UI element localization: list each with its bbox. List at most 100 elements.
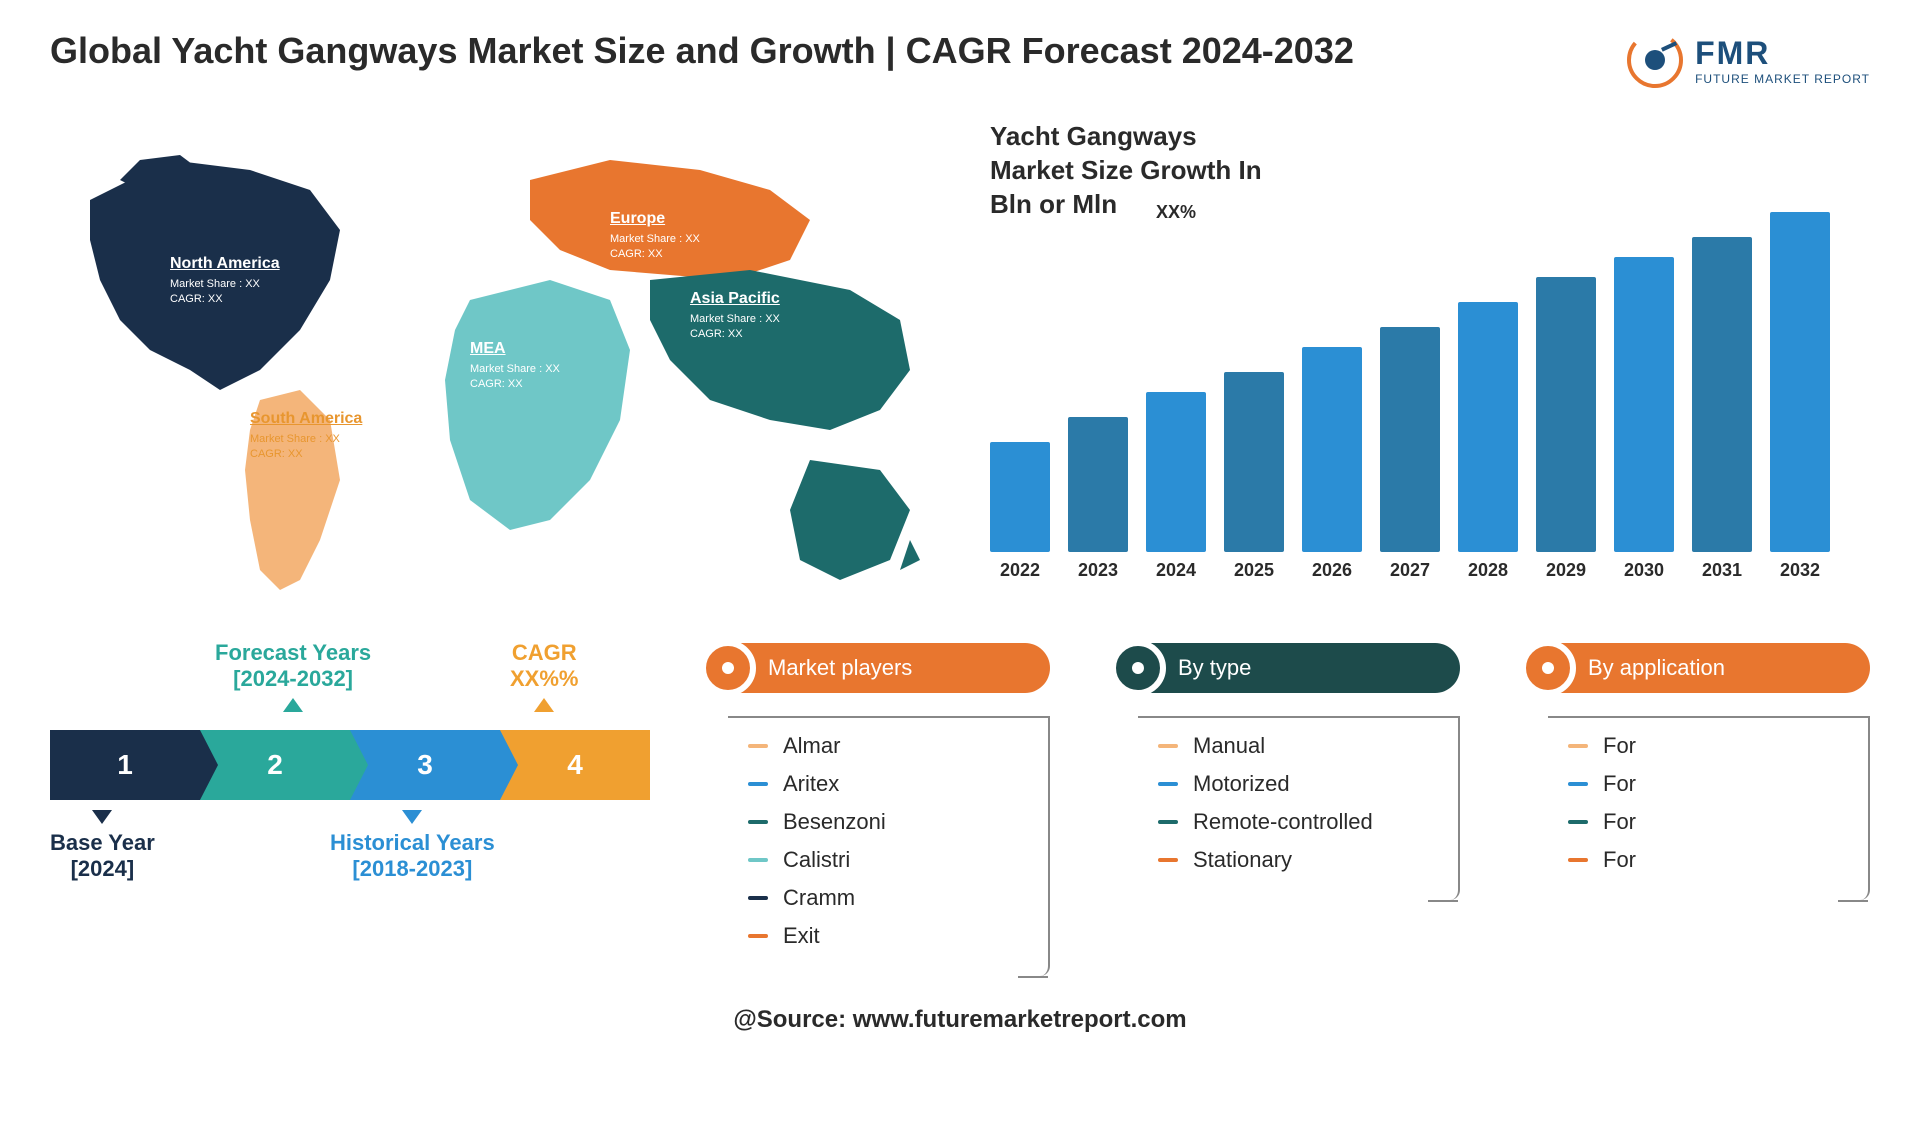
bullet-icon bbox=[1568, 858, 1588, 862]
bar-label: 2024 bbox=[1156, 560, 1196, 581]
region-share: Market Share : XX bbox=[470, 362, 560, 377]
timeline-bar: 1234 bbox=[50, 730, 650, 800]
bar-chart: Yacht GangwaysMarket Size Growth InBln o… bbox=[990, 120, 1870, 600]
category-item-label: Stationary bbox=[1193, 847, 1292, 873]
category-dot-icon bbox=[1110, 640, 1166, 696]
bar-label: 2028 bbox=[1468, 560, 1508, 581]
region-cagr: CAGR: XX bbox=[690, 327, 780, 342]
region-name: MEA bbox=[470, 340, 560, 358]
category-title: By application bbox=[1548, 643, 1870, 693]
bullet-icon bbox=[1158, 820, 1178, 824]
category-item-label: Manual bbox=[1193, 733, 1265, 759]
region-share: Market Share : XX bbox=[250, 432, 362, 447]
category-header: By application bbox=[1520, 640, 1870, 696]
category-dot-icon bbox=[700, 640, 756, 696]
tl-label-text: CAGR bbox=[510, 640, 578, 666]
bullet-icon bbox=[748, 934, 768, 938]
category-item-label: Calistri bbox=[783, 847, 850, 873]
timeline-segment-1: 1 bbox=[50, 730, 200, 800]
world-map: North AmericaMarket Share : XXCAGR: XXSo… bbox=[50, 120, 950, 600]
region-label-ap: Asia Pacific Market Share : XXCAGR: XX bbox=[690, 290, 780, 343]
category-item: Exit bbox=[748, 923, 1048, 949]
category-item-label: Cramm bbox=[783, 885, 855, 911]
category-list: Manual Motorized Remote-controlled Stationa… bbox=[1138, 716, 1460, 900]
bottom-row: Forecast Years[2024-2032] CAGRXX%% 1234 B… bbox=[50, 640, 1870, 976]
bar-label: 2026 bbox=[1312, 560, 1352, 581]
bullet-icon bbox=[748, 820, 768, 824]
bar-label: 2031 bbox=[1702, 560, 1742, 581]
bar-2024: XX%2024 bbox=[1146, 392, 1206, 581]
category-item: Manual bbox=[1158, 733, 1458, 759]
bullet-icon bbox=[748, 744, 768, 748]
bar-label: 2032 bbox=[1780, 560, 1820, 581]
category-item: Almar bbox=[748, 733, 1048, 759]
timeline-labels-bottom: Base Year[2024]Historical Years[2018-202… bbox=[50, 810, 650, 910]
bar bbox=[1224, 372, 1284, 552]
bar-2026: 2026 bbox=[1302, 347, 1362, 581]
chart-title: Yacht GangwaysMarket Size Growth InBln o… bbox=[990, 120, 1870, 221]
bar bbox=[1692, 237, 1752, 552]
timeline-segment-3: 3 bbox=[350, 730, 500, 800]
region-label-eu: Europe Market Share : XXCAGR: XX bbox=[610, 210, 700, 263]
arrow-down-icon bbox=[402, 810, 422, 824]
category-item: Stationary bbox=[1158, 847, 1458, 873]
region-label-mea: MEA Market Share : XXCAGR: XX bbox=[470, 340, 560, 393]
bar-label: 2023 bbox=[1078, 560, 1118, 581]
bar-2027: 2027 bbox=[1380, 327, 1440, 581]
bullet-icon bbox=[1568, 744, 1588, 748]
category-list: Almar Aritex Besenzoni Calistri Cramm Exit bbox=[728, 716, 1050, 976]
bar-2028: 2028 bbox=[1458, 302, 1518, 581]
bar bbox=[990, 442, 1050, 552]
region-share: Market Share : XX bbox=[690, 312, 780, 327]
category-dot-icon bbox=[1520, 640, 1576, 696]
bar-label: 2025 bbox=[1234, 560, 1274, 581]
region-name: Europe bbox=[610, 210, 700, 228]
tl-label-sub: [2024-2032] bbox=[215, 666, 371, 692]
region-share: Market Share : XX bbox=[610, 232, 700, 247]
tl-label-text: Base Year bbox=[50, 830, 155, 856]
tl-label-text: Historical Years bbox=[330, 830, 495, 856]
source-text: @Source: www.futuremarketreport.com bbox=[50, 1006, 1870, 1034]
category-item-label: Aritex bbox=[783, 771, 839, 797]
logo-sub: FUTURE MARKET REPORT bbox=[1695, 72, 1870, 86]
category-list: ForForForFor bbox=[1548, 716, 1870, 900]
region-name: Asia Pacific bbox=[690, 290, 780, 308]
category-column: By application ForForForFor bbox=[1520, 640, 1870, 976]
bar bbox=[1614, 257, 1674, 552]
bars-container: 20222023XX%20242025202620272028202920302… bbox=[990, 241, 1870, 581]
logo-text: FMR FUTURE MARKET REPORT bbox=[1695, 35, 1870, 86]
bullet-icon bbox=[1568, 782, 1588, 786]
bar-2032: XX%2032 bbox=[1770, 212, 1830, 581]
bullet-icon bbox=[1158, 744, 1178, 748]
region-cagr: CAGR: XX bbox=[610, 247, 700, 262]
bar bbox=[1302, 347, 1362, 552]
bar-label: 2029 bbox=[1546, 560, 1586, 581]
category-item-label: Motorized bbox=[1193, 771, 1290, 797]
logo-icon bbox=[1625, 30, 1685, 90]
region-label-na: North AmericaMarket Share : XXCAGR: XX bbox=[170, 255, 280, 308]
bullet-icon bbox=[748, 896, 768, 900]
region-cagr: CAGR: XX bbox=[470, 377, 560, 392]
timeline-label-bottom: Historical Years[2018-2023] bbox=[330, 810, 495, 882]
category-item: Remote-controlled bbox=[1158, 809, 1458, 835]
category-item-label: For bbox=[1603, 809, 1636, 835]
bar-label: 2027 bbox=[1390, 560, 1430, 581]
category-item-label: For bbox=[1603, 847, 1636, 873]
bar-2029: 2029 bbox=[1536, 277, 1596, 581]
category-title: Market players bbox=[728, 643, 1050, 693]
category-item: For bbox=[1568, 733, 1868, 759]
tl-label-text: Forecast Years bbox=[215, 640, 371, 666]
tl-label-sub: XX%% bbox=[510, 666, 578, 692]
bar bbox=[1536, 277, 1596, 552]
region-label-sa: South AmericaMarket Share : XXCAGR: XX bbox=[250, 410, 362, 463]
header: Global Yacht Gangways Market Size and Gr… bbox=[50, 30, 1870, 90]
category-item: Besenzoni bbox=[748, 809, 1048, 835]
category-item-label: Exit bbox=[783, 923, 820, 949]
timeline-label-top: CAGRXX%% bbox=[510, 640, 578, 712]
bar-2022: 2022 bbox=[990, 442, 1050, 581]
bar bbox=[1380, 327, 1440, 552]
region-name: North America bbox=[170, 255, 280, 273]
category-title: By type bbox=[1138, 643, 1460, 693]
bar-2025: 2025 bbox=[1224, 372, 1284, 581]
bar-2023: 2023 bbox=[1068, 417, 1128, 581]
